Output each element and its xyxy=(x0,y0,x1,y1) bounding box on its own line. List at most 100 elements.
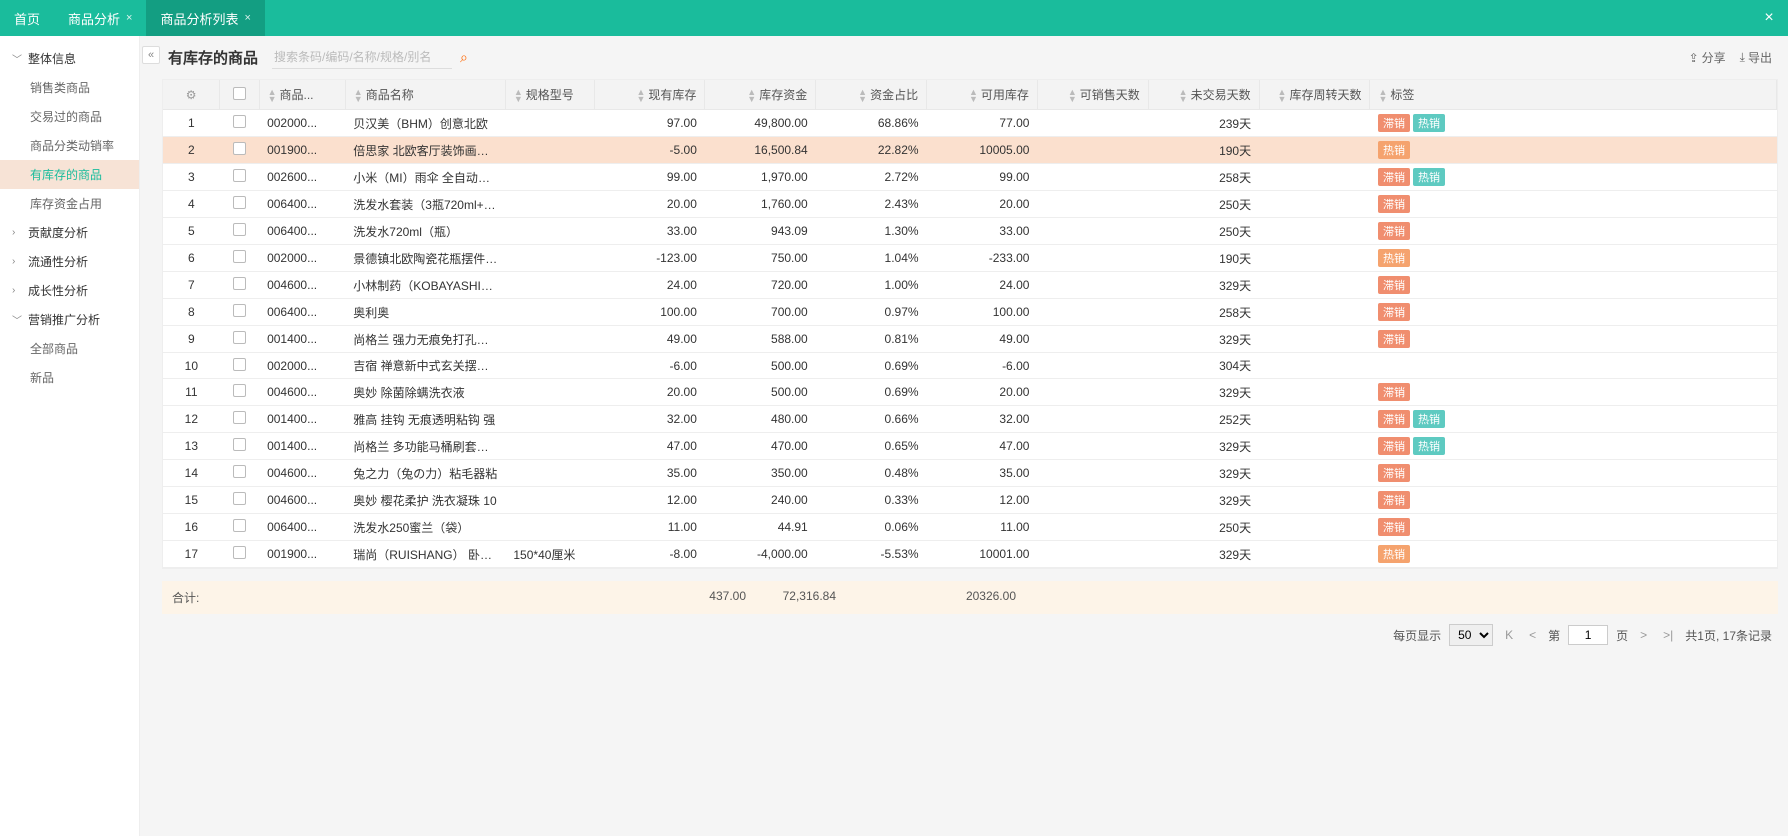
export-button[interactable]: ⤓导出 xyxy=(1740,49,1772,66)
pager-first-button[interactable]: K xyxy=(1501,628,1517,642)
search-input[interactable] xyxy=(272,46,452,69)
row-checkbox[interactable] xyxy=(233,438,246,451)
table-row[interactable]: 2001900...倍思家 北欧客厅装饰画卧室-5.0016,500.8422.… xyxy=(163,137,1777,164)
cell-notrade: 304天 xyxy=(1148,353,1259,379)
table-row[interactable]: 17001900...瑞尚（RUISHANG） 卧室落150*40厘米-8.00… xyxy=(163,541,1777,568)
row-checkbox[interactable] xyxy=(233,465,246,478)
pager-prev-button[interactable]: < xyxy=(1525,628,1540,642)
pager-perpage-select[interactable]: 50 xyxy=(1449,624,1493,646)
table-row[interactable]: 9001400...尚格兰 强力无痕免打孔浴室49.00588.000.81%4… xyxy=(163,326,1777,353)
row-checkbox[interactable] xyxy=(233,358,246,371)
sidebar-item[interactable]: 交易过的商品 xyxy=(0,102,139,131)
row-checkbox[interactable] xyxy=(233,519,246,532)
topbar-close-button[interactable]: × xyxy=(1750,0,1788,36)
sidebar-group-label: 整体信息 xyxy=(28,50,76,67)
sidebar-item[interactable]: 库存资金占用 xyxy=(0,189,139,218)
col-spec[interactable]: ▲▼规格型号 xyxy=(505,80,594,110)
table-row[interactable]: 5006400...洗发水720ml（瓶）33.00943.091.30%33.… xyxy=(163,218,1777,245)
row-checkbox[interactable] xyxy=(233,546,246,559)
cell-ratio: 0.66% xyxy=(816,406,927,433)
chevron-down-icon: ﹀ xyxy=(12,312,24,327)
cell-avail: 49.00 xyxy=(927,326,1038,353)
col-salable[interactable]: ▲▼可销售天数 xyxy=(1037,80,1148,110)
table-row[interactable]: 1002000...贝汉美（BHM）创意北欧97.0049,800.0068.8… xyxy=(163,110,1777,137)
sidebar-group[interactable]: ›成长性分析 xyxy=(0,276,139,305)
table-row[interactable]: 12001400...雅高 挂钩 无痕透明粘钩 强32.00480.000.66… xyxy=(163,406,1777,433)
row-checkbox[interactable] xyxy=(233,492,246,505)
cell-stock: 47.00 xyxy=(594,433,705,460)
pager-last-button[interactable]: >| xyxy=(1659,628,1677,642)
sidebar-item[interactable]: 商品分类动销率 xyxy=(0,131,139,160)
table-row[interactable]: 16006400...洗发水250蜜兰（袋）11.0044.910.06%11.… xyxy=(163,514,1777,541)
pager-next-button[interactable]: > xyxy=(1636,628,1651,642)
tab[interactable]: 商品分析× xyxy=(54,0,146,36)
col-tags[interactable]: ▲▼标签 xyxy=(1370,80,1777,110)
sidebar-group[interactable]: ›贡献度分析 xyxy=(0,218,139,247)
table-row[interactable]: 3002600...小米（MI）雨伞 全自动折叠99.001,970.002.7… xyxy=(163,164,1777,191)
col-ratio[interactable]: ▲▼资金占比 xyxy=(816,80,927,110)
row-checkbox[interactable] xyxy=(233,250,246,263)
totals-stock: 437.00 xyxy=(664,589,754,606)
cell-fund: 943.09 xyxy=(705,218,816,245)
table-row[interactable]: 14004600...兔之力（兔の力）粘毛器粘35.00350.000.48%3… xyxy=(163,460,1777,487)
row-checkbox[interactable] xyxy=(233,304,246,317)
sidebar-group[interactable]: ﹀营销推广分析 xyxy=(0,305,139,334)
gear-icon[interactable]: ⚙ xyxy=(186,88,197,102)
sidebar-group[interactable]: ﹀ 整体信息 xyxy=(0,44,139,73)
pager-page-input[interactable] xyxy=(1568,625,1608,645)
col-notrade[interactable]: ▲▼未交易天数 xyxy=(1148,80,1259,110)
cell-code: 006400... xyxy=(259,299,345,326)
row-checkbox[interactable] xyxy=(233,196,246,209)
share-button[interactable]: ⇪分享 xyxy=(1689,49,1726,66)
tab[interactable]: 首页 xyxy=(0,0,54,36)
sidebar-collapse-button[interactable]: « xyxy=(142,46,160,64)
table-row[interactable]: 7004600...小林制药（KOBAYASHI）E24.00720.001.0… xyxy=(163,272,1777,299)
col-code[interactable]: ▲▼商品... xyxy=(259,80,345,110)
cell-salable xyxy=(1037,110,1148,137)
cell-name: 兔之力（兔の力）粘毛器粘 xyxy=(345,460,505,487)
sidebar-item[interactable]: 有库存的商品 xyxy=(0,160,139,189)
row-checkbox[interactable] xyxy=(233,331,246,344)
row-checkbox[interactable] xyxy=(233,384,246,397)
sidebar-item[interactable]: 销售类商品 xyxy=(0,73,139,102)
row-checkbox[interactable] xyxy=(233,277,246,290)
tab-close-icon[interactable]: × xyxy=(244,12,250,24)
cell-ratio: 0.97% xyxy=(816,299,927,326)
cell-avail: 11.00 xyxy=(927,514,1038,541)
table-row[interactable]: 15004600...奥妙 樱花柔护 洗衣凝珠 1012.00240.000.3… xyxy=(163,487,1777,514)
col-stock[interactable]: ▲▼现有库存 xyxy=(594,80,705,110)
row-checkbox[interactable] xyxy=(233,115,246,128)
tab-close-icon[interactable]: × xyxy=(126,12,132,24)
search-icon[interactable]: ⌕ xyxy=(460,49,468,66)
sidebar-item[interactable]: 新品 xyxy=(0,363,139,392)
cell-notrade: 239天 xyxy=(1148,110,1259,137)
table-row[interactable]: 8006400...奥利奥100.00700.000.97%100.00258天… xyxy=(163,299,1777,326)
row-checkbox[interactable] xyxy=(233,169,246,182)
tab[interactable]: 商品分析列表× xyxy=(146,0,264,36)
cell-notrade: 250天 xyxy=(1148,218,1259,245)
row-checkbox[interactable] xyxy=(233,223,246,236)
cell-code: 004600... xyxy=(259,460,345,487)
col-turnover[interactable]: ▲▼库存周转天数 xyxy=(1259,80,1370,110)
totals-fund: 72,316.84 xyxy=(754,589,844,606)
cell-stock: -6.00 xyxy=(594,353,705,379)
sidebar-item[interactable]: 全部商品 xyxy=(0,334,139,363)
chevron-down-icon: ﹀ xyxy=(12,51,24,66)
sidebar-group[interactable]: ›流通性分析 xyxy=(0,247,139,276)
col-avail[interactable]: ▲▼可用库存 xyxy=(927,80,1038,110)
row-checkbox[interactable] xyxy=(233,411,246,424)
col-fund[interactable]: ▲▼库存资金 xyxy=(705,80,816,110)
table-row[interactable]: 10002000...吉宿 禅意新中式玄关摆件客-6.00500.000.69%… xyxy=(163,353,1777,379)
table-row[interactable]: 11004600...奥妙 除菌除螨洗衣液20.00500.000.69%20.… xyxy=(163,379,1777,406)
cell-salable xyxy=(1037,272,1148,299)
table-row[interactable]: 4006400...洗发水套装（3瓶720ml+1）20.001,760.002… xyxy=(163,191,1777,218)
cell-checkbox xyxy=(220,514,259,541)
row-checkbox[interactable] xyxy=(233,142,246,155)
cell-spec xyxy=(505,218,594,245)
col-name[interactable]: ▲▼商品名称 xyxy=(345,80,505,110)
table-row[interactable]: 13001400...尚格兰 多功能马桶刷套装 马47.00470.000.65… xyxy=(163,433,1777,460)
header-checkbox[interactable] xyxy=(233,87,246,100)
data-table: ⚙ ▲▼商品... ▲▼商品名称 ▲▼规格型号 ▲▼现有库存 ▲▼库存资金 ▲▼… xyxy=(163,80,1777,568)
table-row[interactable]: 6002000...景德镇北欧陶瓷花瓶摆件 优-123.00750.001.04… xyxy=(163,245,1777,272)
cell-avail: 33.00 xyxy=(927,218,1038,245)
